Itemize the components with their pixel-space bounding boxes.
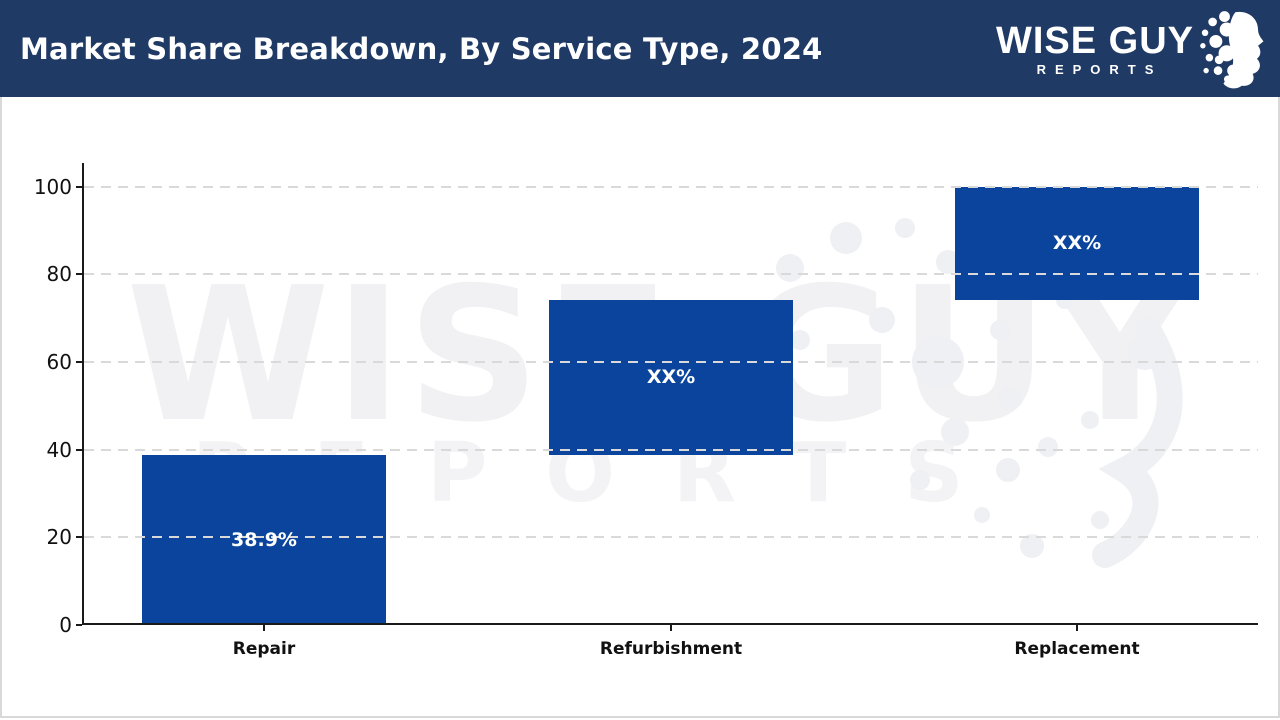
y-tick-mark xyxy=(76,185,82,188)
y-tick-mark xyxy=(76,273,82,276)
bar-replacement xyxy=(955,186,1199,301)
logo-wordmark: WISE GUY xyxy=(995,19,1194,62)
gridline xyxy=(84,185,1258,188)
header-bar: Market Share Breakdown, By Service Type,… xyxy=(0,0,1280,97)
bar-refurbishment xyxy=(549,300,793,455)
x-category-label: Refurbishment xyxy=(599,639,743,659)
logo-text: WISE GUY REPORTS xyxy=(996,22,1194,76)
y-tick-label: 0 xyxy=(59,613,72,637)
y-tick-mark xyxy=(76,536,82,539)
chart-canvas: WISE GUY REPORTS 0 20 40 60 80 100 38.9% Repair… xyxy=(0,97,1280,720)
axes-layer xyxy=(0,97,1280,720)
x-tick-mark xyxy=(1076,625,1078,631)
logo-subtitle: REPORTS xyxy=(1036,61,1163,77)
gridline xyxy=(84,536,1258,539)
bars-layer xyxy=(0,97,1280,720)
dotted-face-profile-icon xyxy=(1200,10,1264,88)
x-axis-line xyxy=(82,623,1258,625)
gridline xyxy=(84,448,1258,451)
y-tick-mark xyxy=(76,624,82,626)
y-tick-label: 20 xyxy=(46,525,72,550)
y-tick-label: 40 xyxy=(46,437,72,462)
page-title: Market Share Breakdown, By Service Type,… xyxy=(20,31,823,66)
x-category-label: Replacement xyxy=(1014,639,1140,659)
gridlines-layer xyxy=(0,97,1280,720)
bar-value-label: XX% xyxy=(1052,232,1102,255)
y-axis-line xyxy=(82,163,84,625)
x-tick-mark xyxy=(263,625,265,631)
bar-repair xyxy=(142,454,386,625)
labels-layer: 0 20 40 60 80 100 38.9% Repair XX% Refurbishment X… xyxy=(0,97,1280,720)
y-tick-mark xyxy=(76,361,82,364)
y-tick-label: 100 xyxy=(33,174,72,199)
x-tick-mark xyxy=(670,625,672,631)
x-category-label: Repair xyxy=(232,639,296,659)
y-tick-label: 80 xyxy=(46,262,72,287)
wise-guy-reports-logo: WISE GUY REPORTS xyxy=(996,9,1266,89)
y-tick-label: 60 xyxy=(46,350,72,375)
watermark-dotted-face xyxy=(776,218,1183,568)
page-right-border xyxy=(1278,97,1280,718)
page-bottom-border xyxy=(0,716,1280,718)
bar-value-label: XX% xyxy=(646,366,696,389)
page-left-border xyxy=(0,97,2,718)
bar-value-label: 38.9% xyxy=(231,528,297,551)
gridline xyxy=(84,273,1258,276)
y-tick-mark xyxy=(76,448,82,451)
gridline xyxy=(84,361,1258,364)
